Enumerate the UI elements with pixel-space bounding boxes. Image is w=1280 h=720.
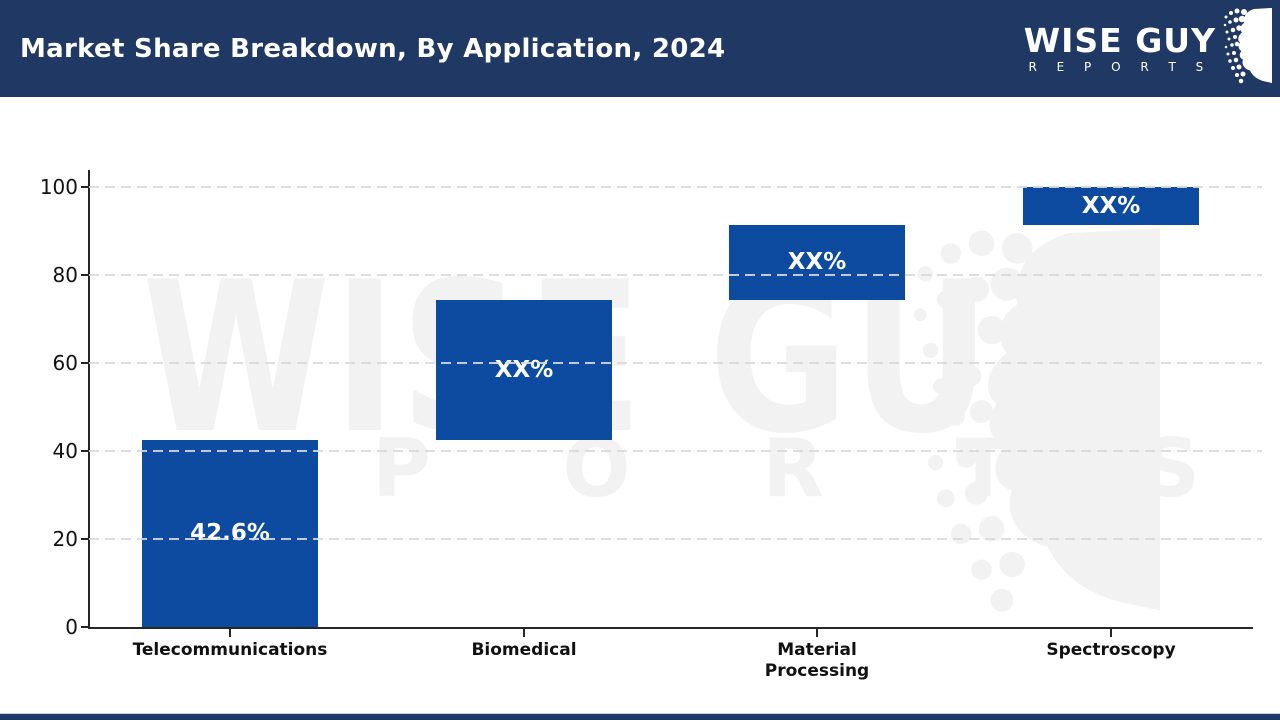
x-tick-biomedical bbox=[523, 629, 525, 637]
bar-biomedical: XX% bbox=[436, 299, 612, 440]
y-tick-label-40: 40 bbox=[52, 439, 78, 463]
header: Market Share Breakdown, By Application, … bbox=[0, 0, 1280, 97]
logo: WISE GUY R E P O R T S bbox=[1024, 6, 1272, 90]
x-tick-material-processing bbox=[816, 629, 818, 637]
bar-telecommunications: 42.6% bbox=[142, 439, 318, 627]
gridline-80 bbox=[89, 274, 1262, 276]
x-tick-telecommunications bbox=[229, 629, 231, 637]
gridline-100 bbox=[89, 186, 1262, 188]
x-tick-spectroscopy bbox=[1110, 629, 1112, 637]
y-tick-label-100: 100 bbox=[39, 175, 78, 199]
y-tick-label-60: 60 bbox=[52, 351, 78, 375]
bar-value-label: XX% bbox=[494, 356, 554, 383]
bar-value-label: XX% bbox=[787, 249, 847, 276]
y-tick-label-80: 80 bbox=[52, 263, 78, 287]
logo-text: WISE GUY R E P O R T S bbox=[1024, 24, 1216, 73]
x-axis bbox=[88, 627, 1253, 629]
y-tick-label-0: 0 bbox=[65, 615, 78, 639]
bar-value-label: 42.6% bbox=[190, 520, 270, 547]
gridline-40 bbox=[89, 450, 1262, 452]
y-tick-40 bbox=[81, 450, 89, 452]
y-tick-80 bbox=[81, 274, 89, 276]
x-axis-label-telecommunications: Telecommunications bbox=[132, 640, 328, 660]
logo-face-icon bbox=[1223, 8, 1272, 84]
page-title: Market Share Breakdown, By Application, … bbox=[20, 33, 726, 64]
y-tick-0 bbox=[81, 626, 89, 628]
bar-value-label: XX% bbox=[1081, 192, 1141, 219]
x-axis-label-biomedical: Biomedical bbox=[471, 640, 577, 660]
logo-reports-label: R E P O R T S bbox=[1028, 59, 1212, 74]
x-axis-label-spectroscopy: Spectroscopy bbox=[1046, 640, 1176, 660]
y-axis bbox=[88, 170, 90, 629]
bottom-divider bbox=[0, 713, 1280, 714]
y-tick-100 bbox=[81, 186, 89, 188]
plot-area: 42.6% XX% XX% XX% 0 20 40 60 80 100 Telecommunicat… bbox=[0, 97, 1280, 714]
chart-area: WISE GU P O R T S 42.6% XX% XX% XX% 0 20 40 60 8… bbox=[0, 97, 1280, 714]
y-tick-20 bbox=[81, 538, 89, 540]
bar-material-processing: XX% bbox=[729, 224, 905, 300]
bar-spectroscopy: XX% bbox=[1023, 187, 1199, 225]
logo-wordmark: WISE GUY bbox=[1023, 20, 1216, 60]
y-tick-60 bbox=[81, 362, 89, 364]
footer-bar bbox=[0, 714, 1280, 720]
gridline-60 bbox=[89, 362, 1262, 364]
gridline-20 bbox=[89, 538, 1262, 540]
y-tick-label-20: 20 bbox=[52, 527, 78, 551]
x-axis-label-material-processing: Material Processing bbox=[764, 640, 870, 682]
